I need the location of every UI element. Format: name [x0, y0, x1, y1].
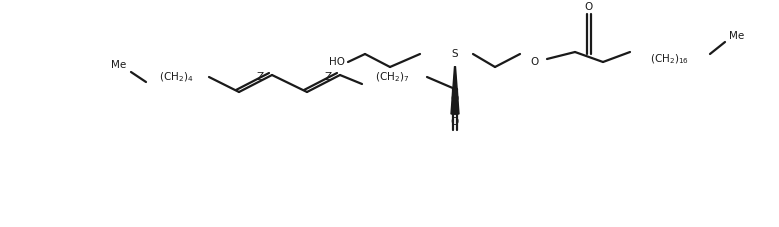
Text: Z: Z [325, 72, 332, 82]
Text: Z: Z [257, 72, 264, 82]
Text: Me: Me [729, 31, 745, 41]
Text: HO: HO [329, 57, 345, 67]
Text: O: O [451, 117, 459, 127]
Text: (CH$_2$)$_{16}$: (CH$_2$)$_{16}$ [650, 52, 689, 66]
Polygon shape [451, 67, 459, 114]
Text: S: S [452, 49, 458, 59]
Text: O: O [530, 57, 539, 67]
Text: Me: Me [111, 60, 127, 70]
Text: (CH$_2$)$_4$: (CH$_2$)$_4$ [159, 70, 193, 84]
Text: O: O [451, 94, 459, 104]
Text: O: O [585, 2, 593, 12]
Text: (CH$_2$)$_7$: (CH$_2$)$_7$ [375, 70, 409, 84]
